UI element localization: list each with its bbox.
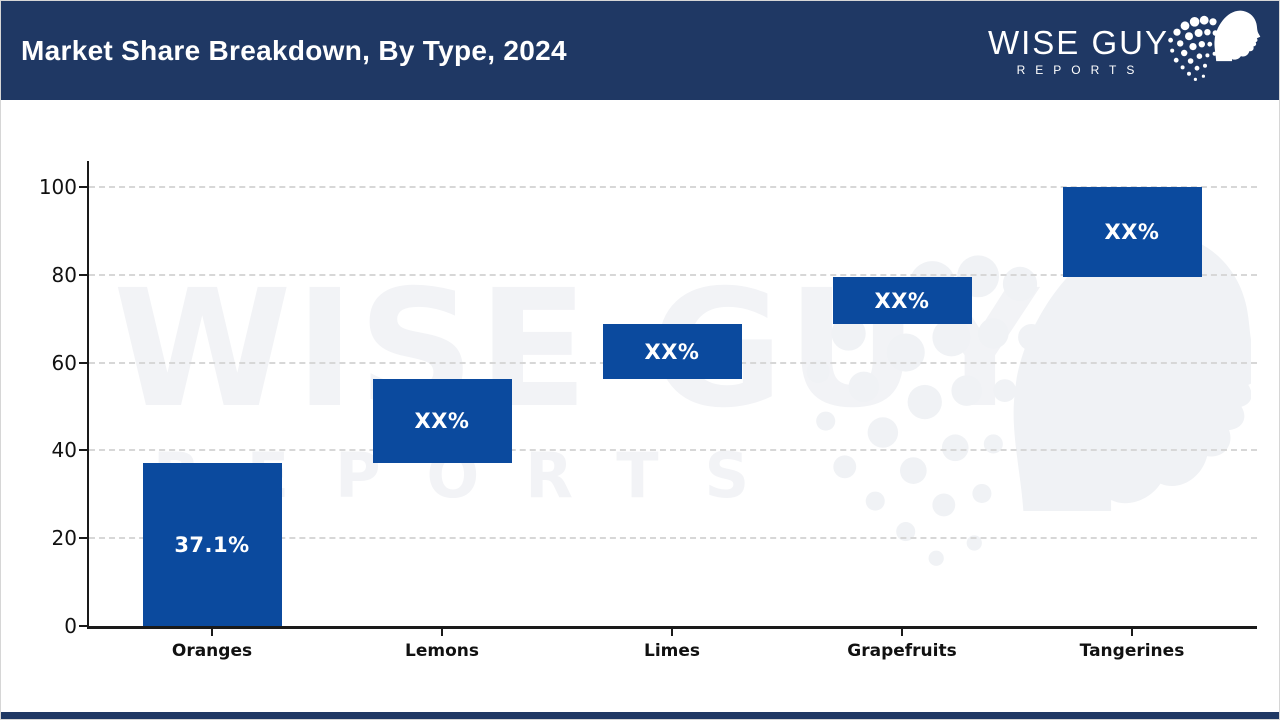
x-tick-mark (211, 629, 213, 636)
header: Market Share Breakdown, By Type, 2024 WI… (1, 1, 1279, 100)
y-tick-mark (79, 361, 87, 364)
footer-bar (1, 712, 1279, 719)
dotted-head-profile-icon (1168, 10, 1261, 81)
y-tick-label: 100 (38, 175, 77, 199)
bar-value-label: XX% (414, 409, 470, 434)
y-tick-label: 20 (51, 526, 77, 551)
y-tick-mark (79, 625, 87, 627)
bar-tangerines: XX% (1062, 187, 1202, 277)
y-gridline (89, 537, 1257, 540)
y-axis-line (87, 161, 89, 628)
x-tick-mark (1131, 629, 1133, 636)
bar-value-label: 37.1% (174, 532, 250, 557)
y-tick-label: 0 (64, 614, 77, 638)
bar-value-label: XX% (644, 339, 700, 364)
y-tick-label: 40 (51, 438, 77, 463)
bar-oranges: 37.1% (142, 463, 282, 626)
x-category-label: Tangerines (1079, 641, 1185, 661)
y-tick-mark (79, 273, 87, 276)
y-tick-label: 80 (51, 262, 77, 287)
logo-text: WISE GUY REPORTS (988, 26, 1169, 76)
x-tick-mark (441, 629, 443, 636)
y-gridline (89, 449, 1257, 452)
y-tick-mark (79, 537, 87, 540)
y-tick-label: 60 (51, 350, 77, 375)
bar-value-label: XX% (1104, 219, 1160, 244)
x-tick-mark (671, 629, 673, 636)
x-category-label: Grapefruits (847, 641, 957, 661)
bar-limes: XX% (602, 324, 742, 380)
x-category-label: Limes (643, 641, 701, 661)
x-category-label: Lemons (405, 641, 479, 661)
x-tick-mark (901, 629, 903, 636)
x-axis-line (87, 626, 1257, 629)
logo-wordmark: WISE GUY (987, 23, 1169, 61)
wise-guy-logo: WISE GUY REPORTS (988, 8, 1261, 94)
page-title: Market Share Breakdown, By Type, 2024 (21, 34, 567, 66)
y-gridline (89, 186, 1257, 188)
x-category-label: Oranges (171, 641, 253, 661)
y-tick-mark (79, 186, 87, 188)
bar-grapefruits: XX% (832, 276, 972, 325)
bar-value-label: XX% (874, 288, 930, 313)
y-tick-mark (79, 449, 87, 452)
bar-lemons: XX% (372, 379, 512, 464)
y-gridline (89, 273, 1257, 276)
logo-subtitle: REPORTS (1016, 62, 1145, 77)
